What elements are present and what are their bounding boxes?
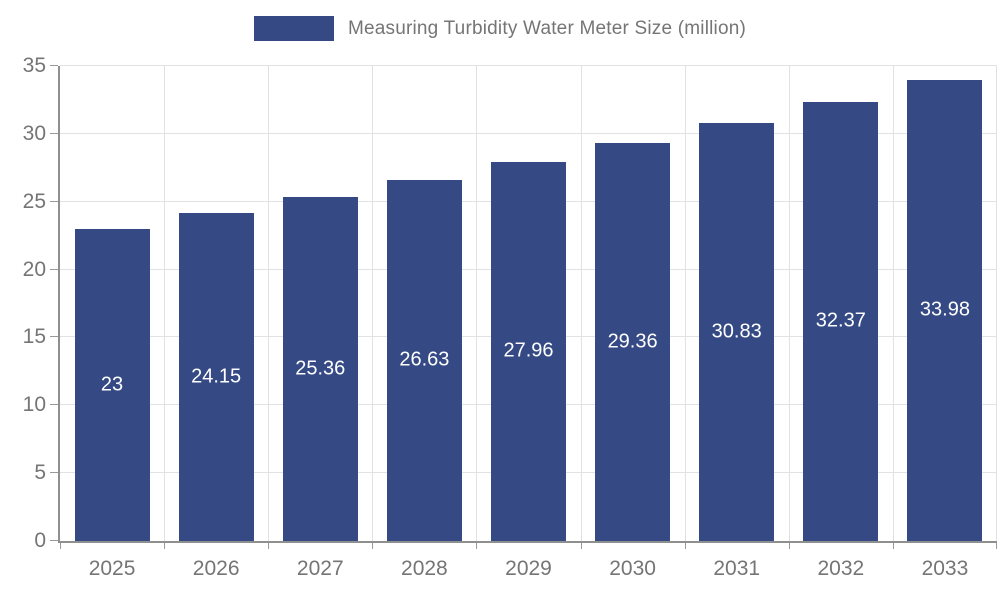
y-axis-label: 10 bbox=[22, 393, 46, 417]
x-axis-label-2027: 2027 bbox=[296, 557, 344, 580]
bar-2030[interactable]: 29.36 bbox=[595, 142, 671, 541]
gridline-vertical bbox=[788, 66, 790, 541]
y-axis-label: 20 bbox=[22, 257, 46, 281]
legend-item[interactable]: Measuring Turbidity Water Meter Size (mi… bbox=[0, 16, 1000, 41]
x-axis-tick bbox=[164, 543, 166, 549]
y-axis-tick bbox=[50, 540, 58, 541]
gridline-vertical bbox=[268, 66, 270, 541]
bar-2028[interactable]: 26.63 bbox=[386, 179, 462, 541]
gridline-horizontal bbox=[60, 132, 997, 134]
x-axis-label-2033: 2033 bbox=[921, 557, 969, 580]
y-axis-tick bbox=[50, 65, 58, 66]
bar-2033[interactable]: 33.98 bbox=[907, 79, 983, 541]
x-axis-label-2028: 2028 bbox=[401, 557, 448, 580]
legend-swatch bbox=[253, 16, 334, 41]
x-axis-tick bbox=[892, 543, 894, 549]
x-axis-tick bbox=[268, 543, 270, 549]
bar-2025[interactable]: 23 bbox=[74, 228, 150, 541]
gridline-vertical bbox=[892, 66, 894, 541]
bar-value-label: 23 bbox=[100, 373, 124, 396]
y-axis-label: 15 bbox=[22, 325, 46, 349]
y-axis-tick bbox=[50, 472, 58, 474]
gridline-vertical bbox=[996, 66, 997, 541]
x-axis-tick bbox=[60, 543, 61, 549]
x-axis-label-2025: 2025 bbox=[88, 557, 136, 580]
bar-value-label: 30.83 bbox=[711, 320, 762, 343]
y-axis-label: 30 bbox=[22, 121, 46, 145]
x-axis-label-2030: 2030 bbox=[609, 557, 656, 580]
bar-2032[interactable]: 32.37 bbox=[803, 101, 879, 541]
gridline-horizontal bbox=[60, 65, 997, 66]
x-axis-label-2026: 2026 bbox=[192, 557, 240, 580]
x-axis-tick bbox=[580, 543, 582, 549]
gridline-vertical bbox=[372, 66, 374, 541]
y-axis-label: 35 bbox=[22, 54, 46, 77]
bar-value-label: 33.98 bbox=[919, 298, 970, 321]
x-axis-label-2029: 2029 bbox=[505, 557, 552, 580]
bar-value-label: 25.36 bbox=[295, 357, 346, 380]
bar-value-label: 24.15 bbox=[191, 365, 242, 388]
bar-2031[interactable]: 30.83 bbox=[699, 122, 775, 541]
x-axis-label-2032: 2032 bbox=[817, 557, 865, 580]
y-axis-label: 25 bbox=[22, 189, 46, 213]
plot-area: 0 5 10 15 20 25 30 35 23 2025 24.15 2026 25.36 2027 26… bbox=[23, 54, 997, 580]
legend-label: Measuring Turbidity Water Meter Size (mi… bbox=[347, 17, 747, 39]
bar-2029[interactable]: 27.96 bbox=[491, 161, 566, 541]
y-axis-tick bbox=[50, 404, 58, 406]
bar-value-label: 27.96 bbox=[503, 339, 554, 362]
gridline-vertical bbox=[164, 66, 166, 541]
y-axis-label: 5 bbox=[34, 461, 46, 485]
y-axis-tick bbox=[50, 268, 58, 270]
x-axis-label-2031: 2031 bbox=[713, 557, 761, 580]
gridline-vertical bbox=[580, 66, 582, 541]
x-axis-tick bbox=[684, 543, 686, 549]
gridline-vertical bbox=[476, 66, 478, 541]
x-axis-tick bbox=[372, 543, 374, 549]
bar-value-label: 29.36 bbox=[607, 330, 658, 353]
y-axis-label: 0 bbox=[34, 529, 46, 552]
gridline-vertical bbox=[684, 66, 686, 541]
y-axis-tick bbox=[50, 200, 58, 202]
bar-2027[interactable]: 25.36 bbox=[282, 196, 358, 541]
y-axis-tick bbox=[50, 336, 58, 338]
bar-2026[interactable]: 24.15 bbox=[178, 213, 254, 541]
bar-value-label: 26.63 bbox=[399, 348, 450, 371]
x-axis-tick bbox=[476, 543, 478, 549]
bar-value-label: 32.37 bbox=[815, 309, 866, 332]
x-axis-tick bbox=[788, 543, 790, 549]
x-axis-tick bbox=[996, 543, 997, 549]
y-axis-tick bbox=[50, 132, 58, 134]
